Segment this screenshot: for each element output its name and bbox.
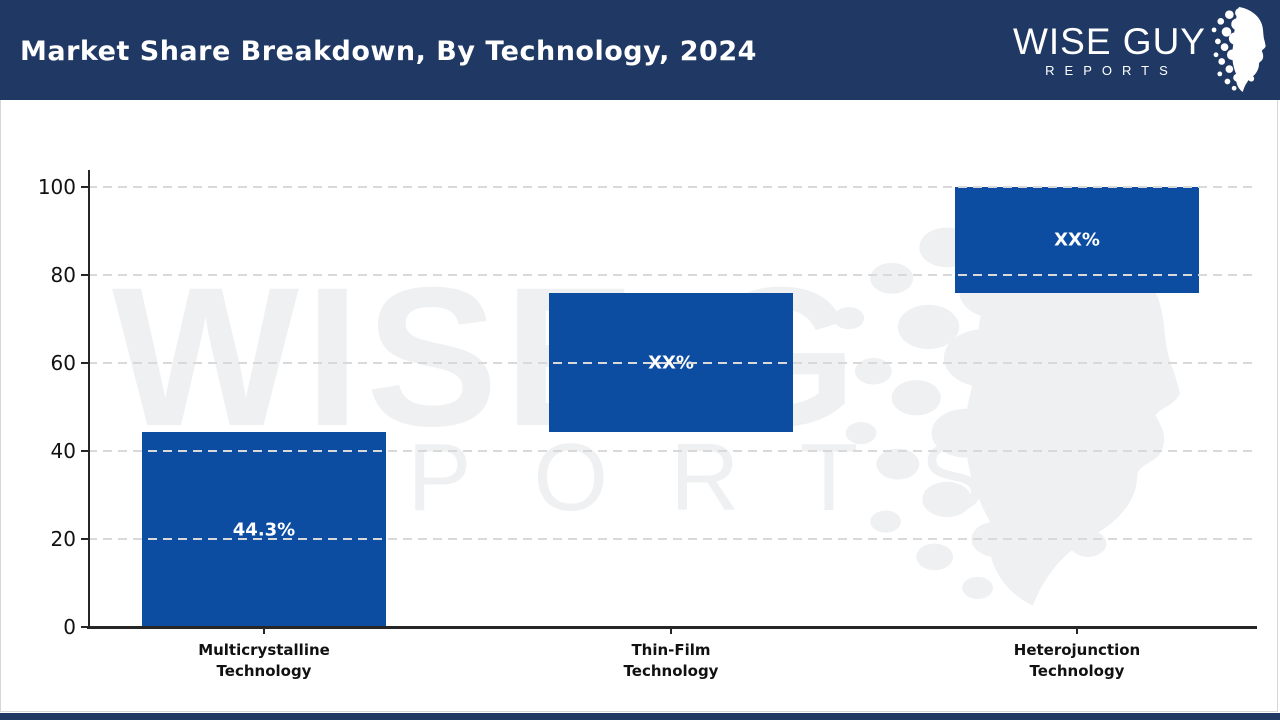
wise-guy-reports-logo: WISE GUY REPORTS	[1013, 6, 1266, 94]
bar-value-label: XX%	[1054, 229, 1100, 251]
x-tick-mark	[263, 628, 265, 634]
gridline	[88, 538, 1256, 540]
y-tick-mark	[81, 626, 88, 628]
dotted-face-icon	[1208, 7, 1266, 93]
y-tick-label: 100	[37, 175, 76, 199]
logo-subtitle: REPORTS	[1045, 62, 1178, 78]
y-tick-mark	[81, 450, 88, 452]
bar-segment	[142, 432, 386, 627]
y-tick-mark	[81, 274, 88, 276]
bar-value-label: 44.3%	[232, 519, 296, 541]
x-category-label: Thin-Film Technology	[623, 641, 719, 680]
header-bar: Market Share Breakdown, By Technology, 2…	[0, 0, 1280, 100]
y-tick-label: 80	[50, 263, 76, 287]
x-axis-line	[87, 626, 1257, 629]
x-category-label: Multicrystalline Technology	[198, 641, 330, 680]
y-tick-label: 0	[63, 615, 76, 639]
y-tick-mark	[81, 538, 88, 540]
gridline	[88, 274, 1256, 276]
x-category-label: Heterojunction Technology	[1013, 641, 1141, 680]
logo-wordmark: WISE GUY	[1012, 20, 1206, 62]
chart-title: Market Share Breakdown, By Technology, 2…	[20, 36, 757, 67]
logo-text: WISE GUY REPORTS	[1013, 23, 1206, 78]
y-axis-line	[88, 170, 90, 629]
y-tick-label: 40	[50, 439, 76, 463]
y-tick-mark	[81, 186, 88, 188]
gridline	[88, 186, 1256, 188]
gridline	[88, 450, 1256, 452]
x-tick-mark	[1076, 628, 1078, 634]
footer-bar	[0, 713, 1280, 720]
x-tick-mark	[670, 628, 672, 634]
y-tick-mark	[81, 362, 88, 364]
y-tick-label: 20	[50, 527, 76, 551]
gridline	[88, 362, 1256, 364]
y-tick-label: 60	[50, 351, 76, 375]
